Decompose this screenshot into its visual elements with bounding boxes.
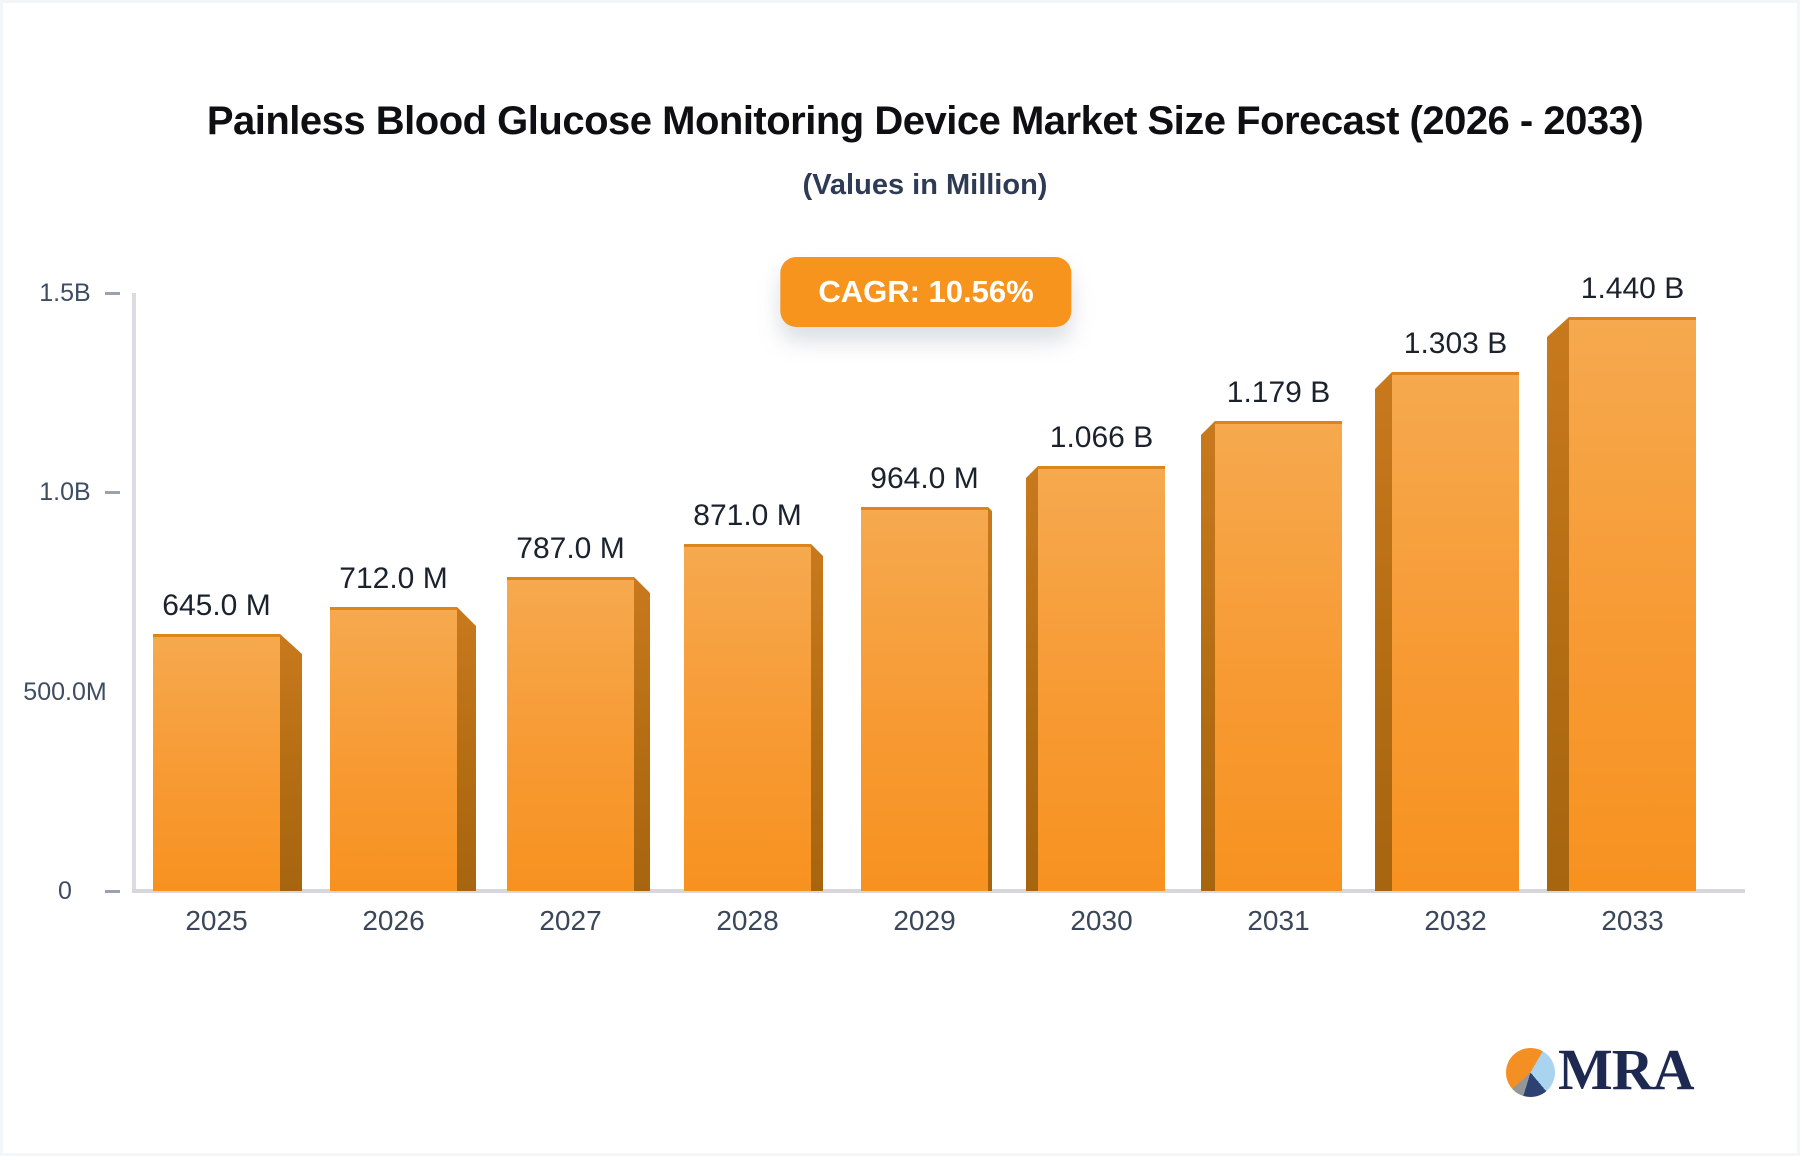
logo-text: MRA [1558, 1037, 1695, 1102]
chart-title: Painless Blood Glucose Monitoring Device… [206, 99, 1644, 143]
bar-side-2027 [634, 577, 650, 891]
x-axis-label-2025: 2025 [185, 905, 248, 936]
bar-2025 [153, 634, 280, 891]
x-axis-label-2027: 2027 [539, 905, 602, 936]
value-label-2025: 645.0 M [162, 589, 271, 622]
value-label-2033: 1.440 B [1580, 272, 1685, 305]
bar-2030 [1038, 466, 1165, 891]
bar-2033 [1569, 317, 1696, 891]
x-axis-label-2031: 2031 [1247, 905, 1310, 936]
x-axis-label-2026: 2026 [362, 905, 425, 936]
bar-2026 [330, 607, 457, 891]
bar-2028 [684, 544, 811, 891]
bar-side-2033 [1547, 317, 1569, 891]
y-axis-line [132, 293, 136, 891]
mra-logo: MRA [1506, 1039, 1716, 1101]
x-axis-label-2029: 2029 [893, 905, 956, 936]
value-label-2032: 1.303 B [1403, 327, 1508, 360]
bar-2031 [1215, 421, 1342, 891]
y-axis-tick-mark [105, 491, 120, 495]
bar-side-2025 [280, 634, 302, 891]
bar-side-2028 [811, 544, 823, 891]
x-axis-label-2033: 2033 [1601, 905, 1664, 936]
x-axis-label-2030: 2030 [1070, 905, 1133, 936]
y-axis-label-0: 0 [58, 877, 72, 905]
y-axis-tick-mark [105, 292, 120, 295]
bar-side-2030 [1026, 466, 1038, 891]
bar-chart: 1.5B 1.0B 500.0M 0 645.0 M 2025 712.0 M 2026 78… [3, 3, 1797, 1153]
y-axis-label-500.0M: 500.0M [23, 677, 107, 706]
x-axis-label-2032: 2032 [1424, 905, 1487, 936]
bar-2032 [1392, 372, 1519, 891]
bar-side-2032 [1375, 372, 1392, 891]
value-label-2028: 871.0 M [693, 499, 802, 532]
value-label-2026: 712.0 M [339, 562, 448, 595]
y-axis-tick-mark [105, 890, 120, 893]
y-axis-label-1.0B: 1.0B [39, 478, 91, 507]
y-axis-label-1.5B: 1.5B [39, 279, 91, 307]
value-label-2027: 787.0 M [516, 532, 625, 565]
value-label-2031: 1.179 B [1226, 376, 1331, 409]
bar-2029 [861, 507, 988, 891]
value-label-2029: 964.0 M [870, 462, 979, 495]
x-axis-baseline [132, 889, 1745, 893]
value-label-2030: 1.066 B [1049, 421, 1154, 454]
bar-side-2031 [1201, 421, 1215, 891]
pie-chart-logo-icon [1506, 1048, 1555, 1097]
cagr-badge: CAGR: 10.56% [780, 257, 1072, 327]
chart-subtitle: (Values in Million) [802, 169, 1048, 201]
bar-side-2026 [457, 607, 476, 891]
x-axis-label-2028: 2028 [716, 905, 779, 936]
bar-2027 [507, 577, 634, 891]
bar-side-2029 [988, 507, 992, 891]
